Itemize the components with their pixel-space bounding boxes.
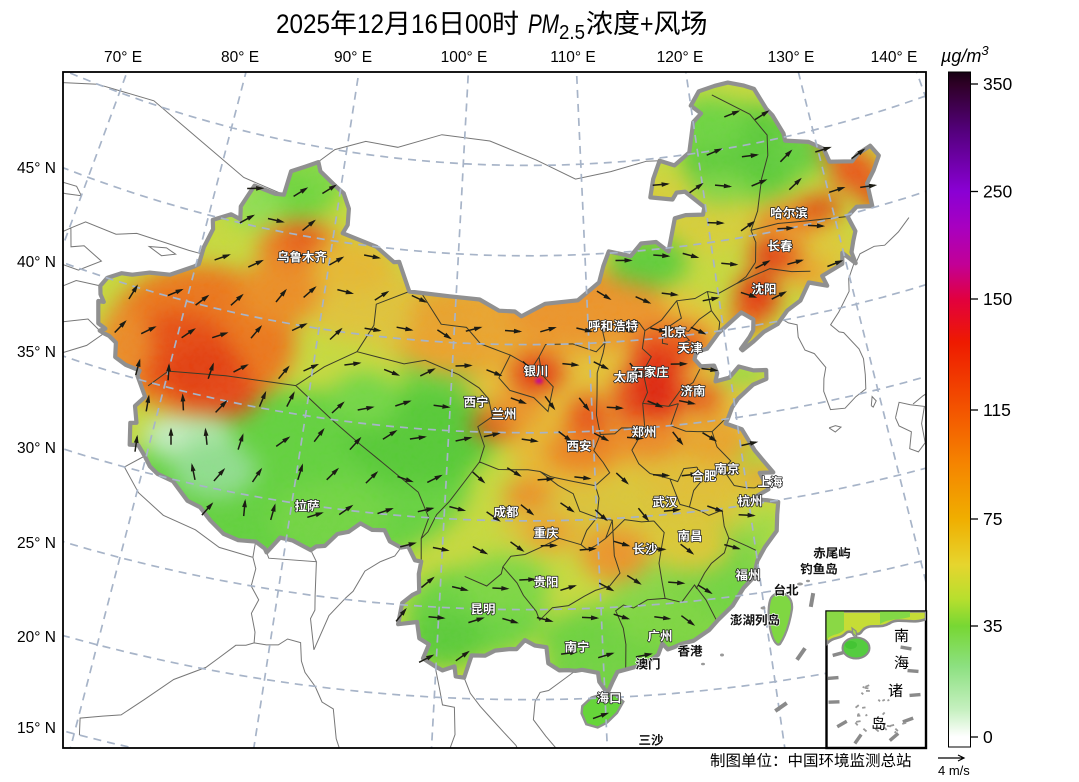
svg-text:75: 75 — [983, 509, 1002, 529]
svg-text:130° E: 130° E — [768, 49, 815, 66]
svg-text:+: + — [640, 9, 654, 39]
svg-text:350: 350 — [983, 74, 1012, 94]
svg-text:PM: PM — [528, 9, 559, 39]
svg-text:70° E: 70° E — [104, 49, 142, 66]
svg-text:250: 250 — [983, 182, 1012, 202]
svg-text:45° N: 45° N — [17, 160, 56, 177]
svg-text:4 m/s: 4 m/s — [938, 763, 970, 778]
svg-text:µg/m3: µg/m3 — [940, 43, 989, 66]
svg-text:80° E: 80° E — [221, 49, 259, 66]
svg-text:120° E: 120° E — [657, 49, 704, 66]
svg-text:16: 16 — [411, 9, 438, 39]
svg-text:150: 150 — [983, 289, 1012, 309]
svg-text:2.5: 2.5 — [559, 22, 585, 44]
svg-text:0: 0 — [983, 727, 993, 747]
svg-text:35: 35 — [983, 616, 1002, 636]
svg-text:30° N: 30° N — [17, 440, 56, 457]
svg-text:110° E: 110° E — [550, 49, 596, 66]
svg-text:00: 00 — [465, 9, 492, 39]
svg-text:15° N: 15° N — [17, 720, 56, 737]
svg-text:25° N: 25° N — [17, 535, 56, 552]
svg-text:140° E: 140° E — [871, 49, 918, 66]
svg-text:2025: 2025 — [276, 9, 330, 39]
svg-text:40° N: 40° N — [17, 254, 56, 271]
svg-text:90° E: 90° E — [334, 49, 372, 66]
svg-text:115: 115 — [983, 400, 1011, 420]
svg-text:20° N: 20° N — [17, 629, 56, 646]
svg-text:35° N: 35° N — [17, 344, 56, 361]
svg-text:100° E: 100° E — [441, 49, 488, 66]
svg-text:12: 12 — [357, 9, 384, 39]
